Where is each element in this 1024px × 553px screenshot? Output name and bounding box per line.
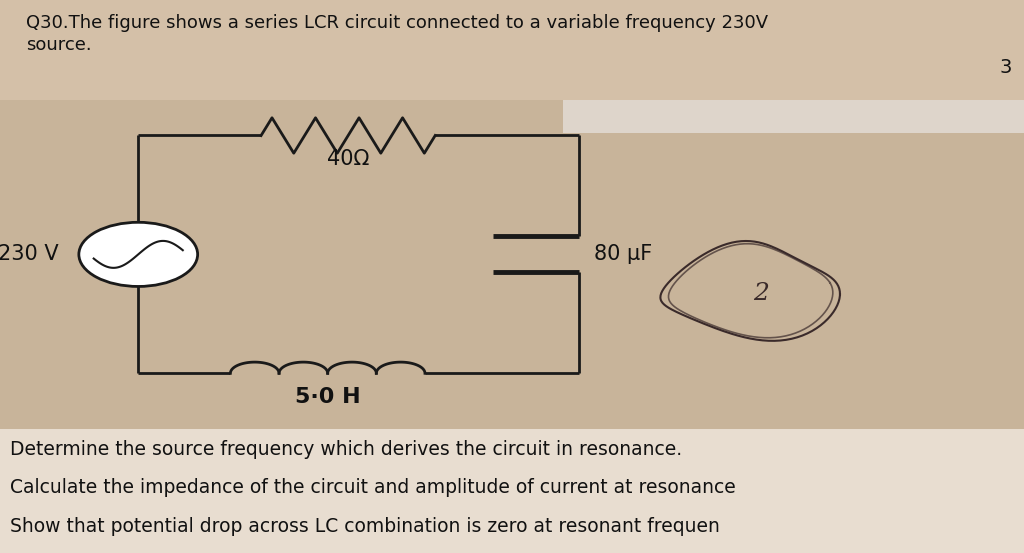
Text: source.: source. bbox=[26, 36, 91, 54]
Bar bbox=[0, 0, 1024, 431]
Text: Determine the source frequency which derives the circuit in resonance.: Determine the source frequency which der… bbox=[10, 440, 682, 458]
Text: 80 μF: 80 μF bbox=[594, 244, 652, 264]
Text: Q30.The figure shows a series LCR circuit connected to a variable frequency 230V: Q30.The figure shows a series LCR circui… bbox=[26, 14, 768, 32]
Bar bbox=[0, 0, 1024, 100]
Text: 3: 3 bbox=[999, 58, 1012, 77]
Text: 5·0 H: 5·0 H bbox=[295, 387, 360, 407]
Text: 40Ω: 40Ω bbox=[327, 149, 370, 169]
Text: 230 V: 230 V bbox=[0, 244, 58, 264]
Text: Calculate the impedance of the circuit and amplitude of current at resonance: Calculate the impedance of the circuit a… bbox=[10, 478, 736, 497]
Circle shape bbox=[79, 222, 198, 286]
Text: Show that potential drop across LC combination is zero at resonant frequen: Show that potential drop across LC combi… bbox=[10, 517, 720, 536]
Text: 2: 2 bbox=[753, 281, 769, 305]
Bar bbox=[0, 429, 1024, 553]
Bar bbox=[563, 0, 1024, 133]
